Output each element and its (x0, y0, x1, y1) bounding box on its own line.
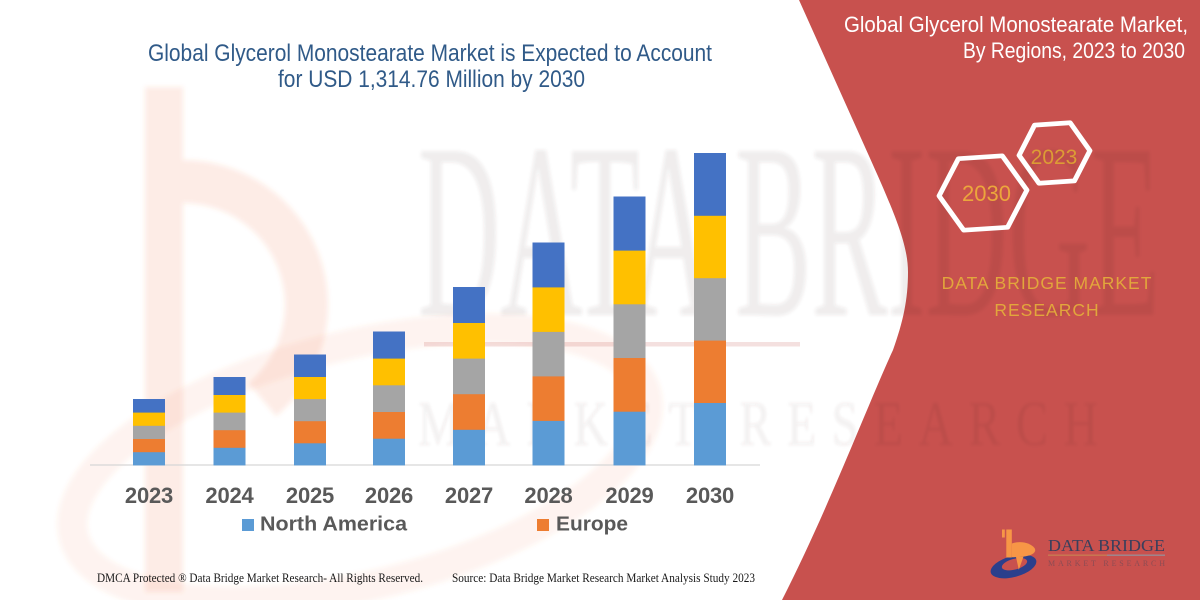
svg-text:Source: Data Bridge Market Res: Source: Data Bridge Market Research Mark… (452, 571, 755, 585)
svg-text:2030: 2030 (686, 483, 734, 508)
svg-text:2024: 2024 (205, 483, 254, 508)
svg-text:Global Glycerol Monostearate M: Global Glycerol Monostearate Market is E… (148, 40, 712, 67)
svg-text:North America: North America (260, 514, 408, 536)
svg-text:2025: 2025 (286, 483, 334, 508)
svg-text:Global Glycerol Monostearate M: Global Glycerol Monostearate Market, (844, 12, 1188, 37)
svg-text:Europe: Europe (556, 514, 628, 536)
svg-text:2023: 2023 (1031, 146, 1078, 169)
svg-text:By Regions, 2023 to 2030: By Regions, 2023 to 2030 (963, 38, 1185, 63)
svg-text:2027: 2027 (445, 483, 493, 508)
svg-text:MARKET RESEARCH: MARKET RESEARCH (1048, 559, 1165, 568)
svg-text:DATA BRIDGE MARKET: DATA BRIDGE MARKET (942, 273, 1153, 293)
svg-text:2029: 2029 (605, 483, 653, 508)
svg-text:DMCA Protected ® Data Bridge M: DMCA Protected ® Data Bridge Market Rese… (97, 571, 423, 585)
svg-text:2028: 2028 (524, 483, 572, 508)
svg-text:DATA BRIDGE: DATA BRIDGE (1048, 536, 1165, 555)
svg-text:RESEARCH: RESEARCH (994, 300, 1099, 320)
svg-text:2026: 2026 (365, 483, 413, 508)
svg-text:for USD 1,314.76 Million by 20: for USD 1,314.76 Million by 2030 (278, 66, 585, 93)
svg-text:2023: 2023 (125, 483, 173, 508)
svg-text:2030: 2030 (962, 181, 1011, 206)
